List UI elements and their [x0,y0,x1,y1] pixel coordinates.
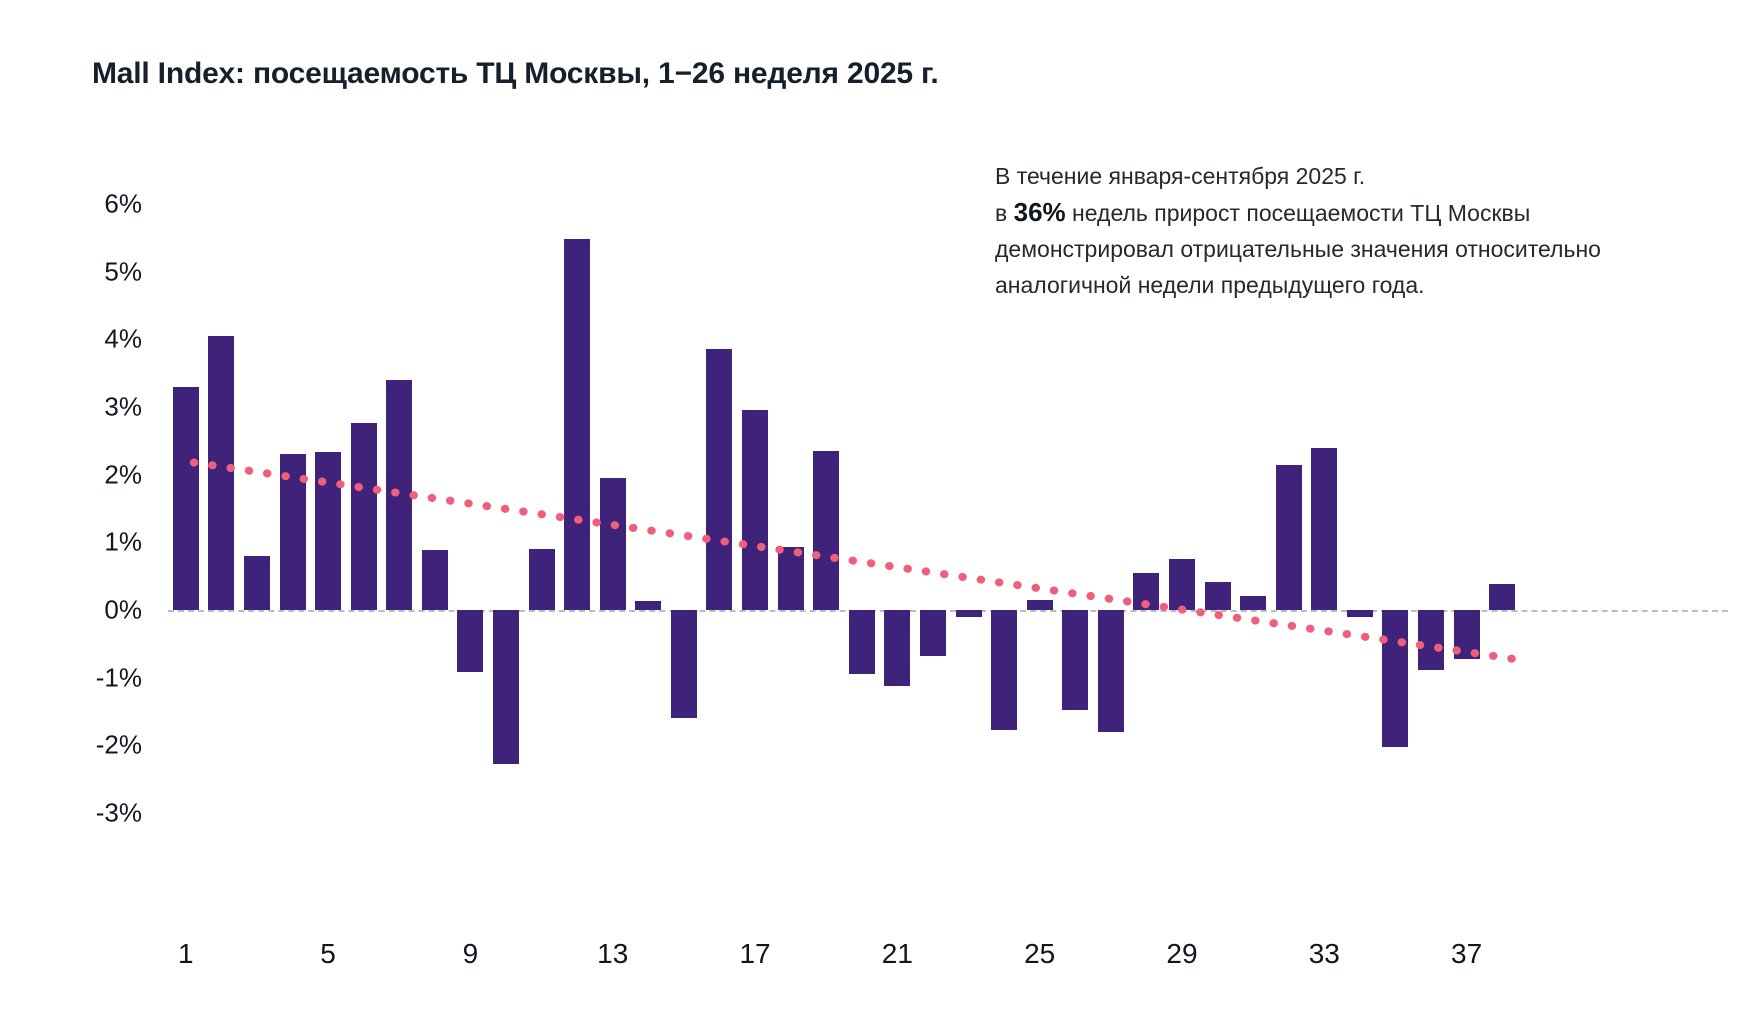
bar[interactable] [1382,610,1409,748]
bar[interactable] [1026,599,1053,610]
bar[interactable] [1133,572,1160,610]
bar[interactable] [991,610,1018,731]
callout-line-1: В течение января-сентября 2025 г. [995,163,1366,189]
bar[interactable] [1240,596,1267,610]
bar[interactable] [386,379,413,610]
y-axis-tick-label: 0% [104,594,142,625]
bar[interactable] [315,452,342,610]
bar[interactable] [528,549,555,610]
bar[interactable] [884,610,911,686]
y-axis-tick-label: 2% [104,459,142,490]
bar[interactable] [208,335,235,610]
y-axis-tick-label: 3% [104,391,142,422]
page-title: Mall Index: посещаемость ТЦ Москвы, 1−26… [92,57,939,90]
bar[interactable] [813,450,840,610]
bar[interactable] [1062,610,1089,711]
x-axis-tick-label: 37 [1451,938,1483,969]
bar[interactable] [1453,610,1480,659]
bar[interactable] [1346,610,1373,617]
callout-highlight-value: 36% [1013,197,1066,227]
bar[interactable] [1204,581,1231,610]
y-axis-tick-label: 5% [104,256,142,287]
bar[interactable] [350,422,377,610]
bar[interactable] [1418,610,1445,670]
x-axis-tick-label: 33 [1308,938,1340,969]
bar[interactable] [1169,558,1195,610]
x-axis-tick-label: 21 [881,938,913,969]
zero-baseline [168,610,1728,612]
y-axis-tick-label: -3% [95,797,142,828]
y-axis-tick-label: -1% [95,662,142,693]
bar[interactable] [564,239,591,610]
bar[interactable] [172,386,199,610]
callout-prefix: в [995,200,1014,226]
x-axis-tick-label: 5 [320,938,336,969]
x-axis-tick-label: 25 [1024,938,1056,969]
callout-suffix: недель прирост посещаемости ТЦ Москвы де… [995,200,1601,298]
x-axis-tick-label: 9 [462,938,479,969]
y-axis-tick-label: 1% [104,526,142,557]
callout-annotation: В течение января-сентября 2025 г. в 36% … [995,158,1635,303]
y-axis-tick-label: -2% [95,729,142,760]
bar[interactable] [1275,465,1302,610]
x-axis-tick-label: 17 [739,938,771,969]
x-axis-tick-label: 29 [1166,938,1198,969]
bar[interactable] [919,610,946,656]
bar[interactable] [457,610,484,673]
bar[interactable] [848,610,875,675]
bar[interactable] [777,547,804,610]
x-axis-tick-label: 13 [597,938,629,969]
bar[interactable] [599,478,626,610]
bar[interactable] [279,454,306,610]
bar[interactable] [742,410,769,610]
bar[interactable] [1489,584,1516,610]
bar[interactable] [706,349,733,610]
x-axis-tick-label: 1 [177,938,194,969]
bar[interactable] [1097,610,1124,732]
y-axis-tick-label: 6% [104,188,142,219]
bar[interactable] [493,610,519,764]
bar[interactable] [635,600,662,610]
bar[interactable] [955,610,982,617]
bar[interactable] [421,550,448,610]
y-axis-tick-label: 4% [104,323,142,354]
bar[interactable] [1311,447,1338,610]
bar[interactable] [670,610,697,719]
bar[interactable] [243,555,270,610]
